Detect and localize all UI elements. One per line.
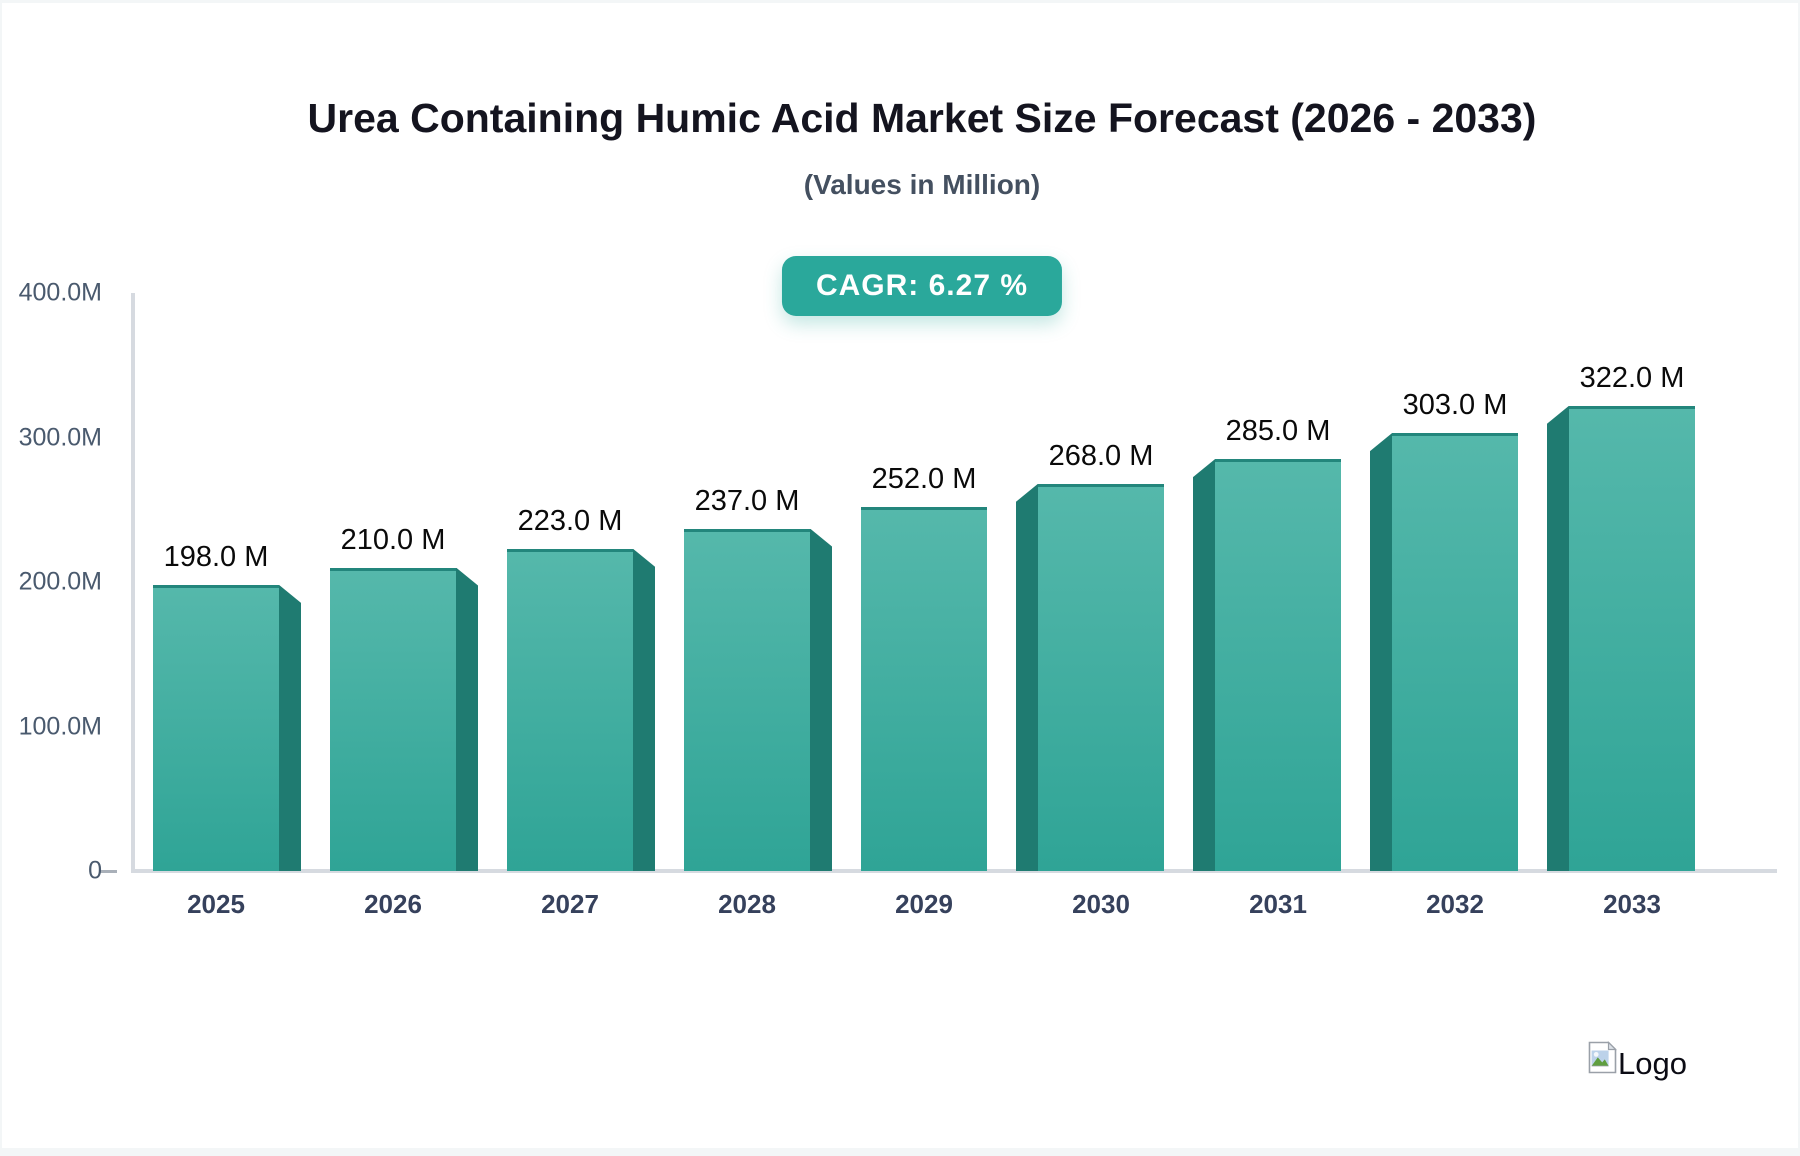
chart-subtitle: (Values in Million) — [803, 169, 1041, 200]
chart-card: Urea Containing Humic Acid Market Size F… — [2, 3, 1798, 1148]
y-tick-label: 200.0M — [18, 567, 102, 596]
bar — [153, 584, 279, 871]
broken-image-icon — [1588, 1041, 1617, 1074]
bar-3d-side — [279, 584, 301, 871]
chart-stage: Urea Containing Humic Acid Market Size F… — [2, 3, 1798, 1148]
x-tick-label: 2029 — [895, 889, 953, 919]
bar-3d-side — [456, 567, 478, 871]
bar-value-label: 237.0 M — [694, 484, 800, 517]
cagr-badge: CAGR: 6.27 % — [781, 256, 1063, 316]
bar — [507, 548, 633, 871]
bar — [684, 528, 810, 871]
bar-value-label: 210.0 M — [340, 523, 446, 556]
bar-value-label: 252.0 M — [871, 462, 977, 495]
bar-3d-side — [1547, 405, 1569, 871]
x-tick-label: 2028 — [718, 889, 776, 919]
y-tick-label: 0 — [88, 856, 102, 885]
x-tick-label: 2026 — [364, 889, 422, 919]
y-tick-label: 300.0M — [18, 423, 102, 451]
bar — [1215, 459, 1341, 871]
logo-alt-text: Logo — [1618, 1046, 1687, 1081]
bar-value-label: 268.0 M — [1048, 439, 1154, 472]
x-axis-line — [131, 869, 1777, 873]
x-tick-label: 2033 — [1603, 889, 1661, 919]
bar — [330, 567, 456, 871]
x-tick-label: 2025 — [187, 889, 245, 919]
bar — [1038, 483, 1164, 871]
bar-3d-side — [1193, 459, 1215, 871]
x-tick-label: 2031 — [1249, 889, 1307, 919]
x-tick-label: 2030 — [1072, 889, 1130, 919]
x-tick-label: 2027 — [541, 889, 599, 919]
bar — [861, 506, 987, 871]
y-axis-zero-tick — [99, 870, 117, 873]
y-tick-label: 400.0M — [18, 278, 102, 307]
bar-3d-side — [633, 548, 655, 871]
y-tick-label: 100.0M — [18, 712, 102, 740]
bar — [1392, 433, 1518, 871]
logo: Logo — [1587, 1041, 1687, 1082]
chart-title: Urea Containing Humic Acid Market Size F… — [307, 95, 1537, 141]
x-tick-label: 2032 — [1426, 889, 1484, 919]
bar-value-label: 223.0 M — [517, 504, 623, 537]
bar-3d-side — [1016, 483, 1038, 871]
y-axis-line — [131, 293, 135, 871]
bar-3d-side — [810, 528, 832, 871]
bar — [1569, 405, 1695, 871]
bar-value-label: 322.0 M — [1579, 361, 1685, 394]
bar-value-label: 198.0 M — [163, 540, 269, 573]
bar-value-label: 303.0 M — [1402, 389, 1508, 422]
bar-3d-side — [1370, 433, 1392, 871]
bar-value-label: 285.0 M — [1225, 415, 1331, 448]
